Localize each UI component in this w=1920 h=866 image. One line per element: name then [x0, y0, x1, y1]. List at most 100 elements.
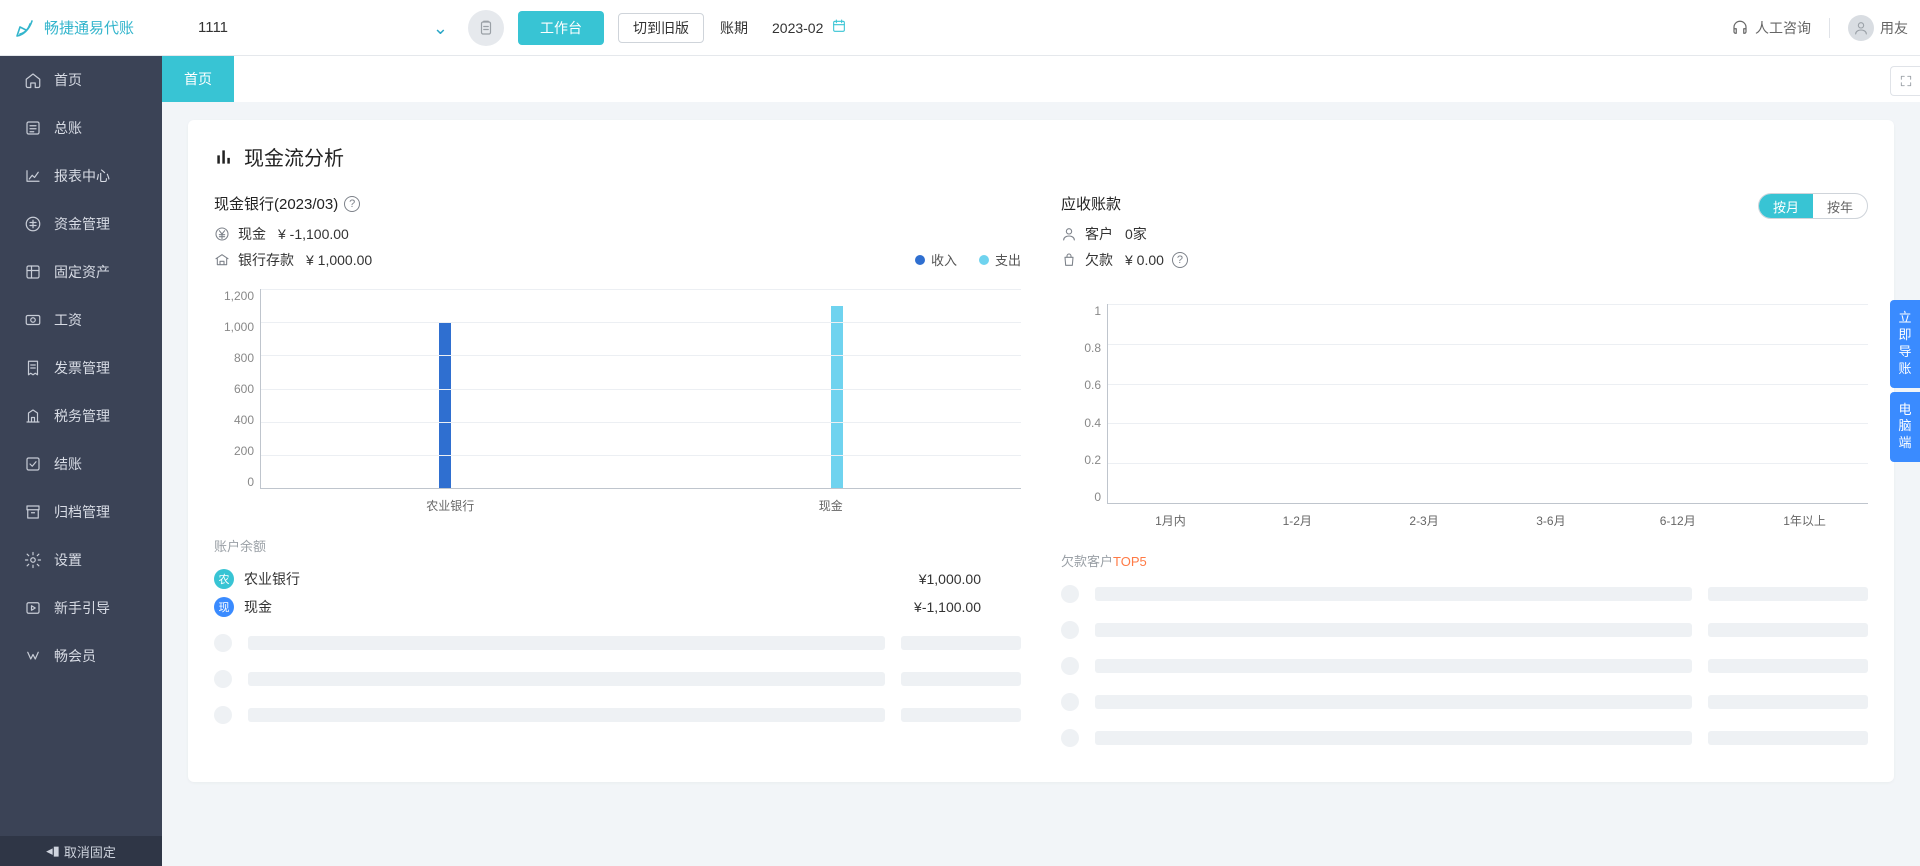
invoice-icon	[24, 359, 42, 377]
unpin-label: 取消固定	[64, 842, 116, 861]
sidebar-item-tax[interactable]: 税务管理	[0, 392, 162, 440]
sidebar-item-assets[interactable]: 固定资产	[0, 248, 162, 296]
legend-income[interactable]: 收入	[915, 250, 957, 269]
collapse-icon: ◂▮	[46, 843, 60, 859]
tab-label: 首页	[184, 69, 212, 89]
cashflow-panel: 现金流分析 现金银行(2023/03) ? 现金 ¥ -1,100.00	[188, 120, 1894, 782]
period-toggle: 按月 按年	[1758, 193, 1868, 219]
period-label: 账期	[720, 18, 748, 38]
main-area: 首页 现金流分析 现金银行(2023/03) ?	[162, 56, 1920, 866]
settings-icon	[24, 551, 42, 569]
sidebar-item-label: 发票管理	[54, 358, 110, 378]
x-tick: 现金	[641, 489, 1022, 514]
account-name: 现金	[244, 597, 272, 617]
clipboard-icon	[477, 19, 495, 37]
sidebar-item-close[interactable]: 结账	[0, 440, 162, 488]
desktop-client-button[interactable]: 电脑端	[1890, 392, 1920, 463]
receivables-chart: 10.80.60.40.20	[1061, 304, 1868, 504]
avatar-icon	[1848, 15, 1874, 41]
bar[interactable]	[439, 322, 451, 488]
tax-icon	[24, 407, 42, 425]
sidebar-item-funds[interactable]: 资金管理	[0, 200, 162, 248]
divider	[1829, 18, 1830, 38]
workbench-button[interactable]: 工作台	[518, 11, 604, 45]
brand-text: 畅捷通易代账	[44, 17, 134, 38]
customers-value: 0家	[1125, 224, 1147, 244]
skeleton-row	[1061, 652, 1868, 680]
balance-row[interactable]: 现现金¥-1,100.00	[214, 593, 1021, 621]
feather-icon	[14, 16, 38, 40]
user-icon	[1061, 226, 1077, 242]
guide-icon	[24, 599, 42, 617]
expand-icon	[1899, 74, 1913, 88]
sidebar-item-vip[interactable]: 畅会员	[0, 632, 162, 680]
x-tick: 2-3月	[1361, 504, 1488, 529]
bar-chart-icon	[214, 147, 234, 167]
sidebar-item-invoice[interactable]: 发票管理	[0, 344, 162, 392]
bar[interactable]	[831, 306, 843, 488]
sidebar-item-reports[interactable]: 报表中心	[0, 152, 162, 200]
receivables-section: 应收账款 客户 0家 欠款 ¥ 0.00	[1061, 193, 1868, 752]
sidebar-item-salary[interactable]: 工资	[0, 296, 162, 344]
bag-icon	[1061, 252, 1077, 268]
account-amount: ¥1,000.00	[919, 571, 1021, 587]
period-picker[interactable]: 2023-02	[762, 13, 857, 43]
sidebar-item-label: 畅会员	[54, 646, 96, 666]
sidebar-item-label: 设置	[54, 550, 82, 570]
legend-dot-expense	[979, 255, 989, 265]
sidebar-item-settings[interactable]: 设置	[0, 536, 162, 584]
consult-button[interactable]: 人工咨询	[1731, 18, 1811, 38]
company-selector[interactable]: 1111 ⌄	[188, 11, 458, 45]
sidebar-item-ledger[interactable]: 总账	[0, 104, 162, 152]
vip-icon	[24, 647, 42, 665]
account-name: 农业银行	[244, 569, 300, 589]
receivables-title: 应收账款	[1061, 193, 1121, 214]
top5-heading: 欠款客户TOP5	[1061, 551, 1868, 570]
panel-title: 现金流分析	[214, 142, 1868, 171]
reports-icon	[24, 167, 42, 185]
consult-label: 人工咨询	[1755, 18, 1811, 38]
tab-home[interactable]: 首页	[162, 56, 234, 102]
account-badge: 农	[214, 569, 234, 589]
debt-value: ¥ 0.00	[1125, 252, 1164, 268]
tab-bar: 首页	[162, 56, 1920, 102]
workbench-label: 工作台	[540, 18, 582, 38]
skeleton-row	[214, 701, 1021, 729]
import-accounts-button[interactable]: 立即导账	[1890, 300, 1920, 388]
cash-value: ¥ -1,100.00	[278, 226, 349, 242]
legend-expense[interactable]: 支出	[979, 250, 1021, 269]
yen-icon	[214, 226, 230, 242]
float-buttons: 立即导账 电脑端	[1890, 300, 1920, 462]
user-name: 用友	[1880, 18, 1908, 38]
customers-label: 客户	[1085, 224, 1113, 244]
account-badge: 现	[214, 597, 234, 617]
x-tick: 6-12月	[1614, 504, 1741, 529]
sidebar-item-archive[interactable]: 归档管理	[0, 488, 162, 536]
balances-heading: 账户余额	[214, 536, 1021, 555]
skeleton-row	[1061, 580, 1868, 608]
sidebar-item-home[interactable]: 首页	[0, 56, 162, 104]
sidebar-item-label: 新手引导	[54, 598, 110, 618]
sidebar-item-guide[interactable]: 新手引导	[0, 584, 162, 632]
toggle-year[interactable]: 按年	[1813, 194, 1867, 218]
old-version-label: 切到旧版	[633, 18, 689, 38]
chevron-down-icon: ⌄	[433, 11, 448, 45]
deposit-value: ¥ 1,000.00	[306, 252, 372, 268]
user-menu[interactable]: 用友	[1848, 15, 1908, 41]
balance-row[interactable]: 农农业银行 ¥1,000.00	[214, 565, 1021, 593]
fullscreen-button[interactable]	[1890, 66, 1920, 96]
unpin-button[interactable]: ◂▮ 取消固定	[0, 836, 162, 866]
toggle-month[interactable]: 按月	[1759, 194, 1813, 218]
x-tick: 1-2月	[1234, 504, 1361, 529]
legend-dot-income	[915, 255, 925, 265]
skeleton-row	[214, 665, 1021, 693]
help-icon[interactable]: ?	[344, 196, 360, 212]
salary-icon	[24, 311, 42, 329]
sidebar-item-label: 报表中心	[54, 166, 110, 186]
help-icon[interactable]: ?	[1172, 252, 1188, 268]
headset-icon	[1731, 19, 1749, 37]
clipboard-button[interactable]	[468, 10, 504, 46]
skeleton-row	[1061, 688, 1868, 716]
old-version-button[interactable]: 切到旧版	[618, 13, 704, 43]
cash-bank-title: 现金银行(2023/03)	[214, 193, 338, 214]
